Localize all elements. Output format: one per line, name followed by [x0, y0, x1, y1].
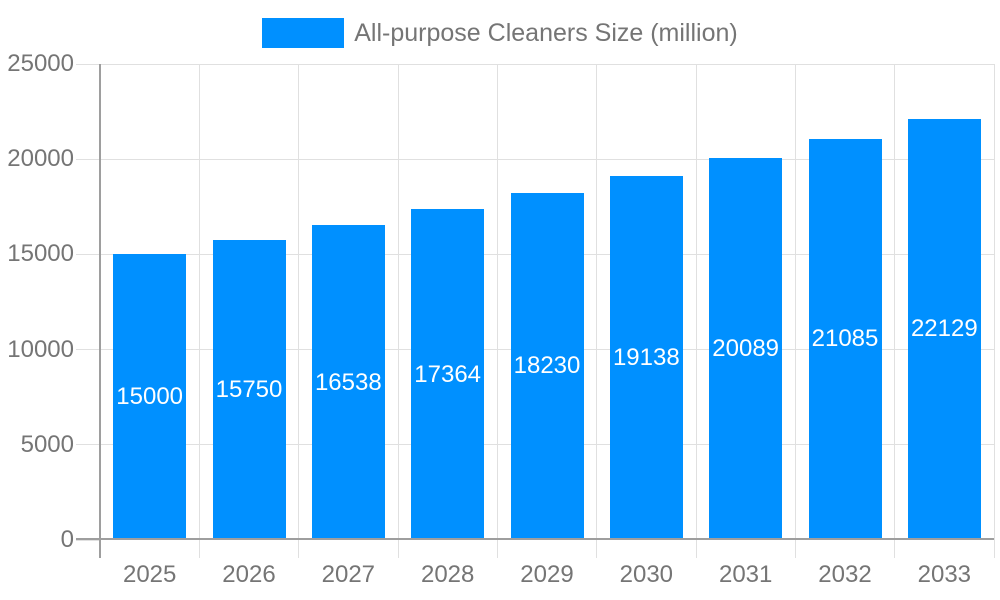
x-tick-label: 2033: [917, 561, 972, 588]
y-tick: [76, 539, 100, 541]
x-tick-label: 2027: [321, 561, 376, 588]
bar-value-label: 19138: [612, 343, 680, 371]
x-grid-line: [695, 64, 697, 540]
bar-2033[interactable]: 22129: [907, 118, 981, 540]
x-grid-line: [496, 64, 498, 540]
x-tick: [596, 540, 598, 558]
bar-value-label: 17364: [414, 360, 482, 388]
bar-2026[interactable]: 15750: [212, 240, 286, 540]
y-grid-line: [100, 158, 994, 160]
bar-2031[interactable]: 20089: [709, 157, 783, 540]
bar-value-label: 20089: [712, 334, 780, 362]
bar-value-label: 18230: [513, 352, 581, 380]
bar-2032[interactable]: 21085: [808, 138, 882, 540]
y-tick-label: 0: [60, 526, 74, 553]
x-tick: [496, 540, 498, 558]
x-grid-line: [397, 64, 399, 540]
y-tick-label: 25000: [7, 50, 74, 77]
x-tick-label: 2029: [520, 561, 574, 588]
y-tick-label: 20000: [7, 145, 74, 173]
y-grid-line: [100, 63, 994, 65]
bar-2025[interactable]: 15000: [113, 254, 187, 540]
x-tick: [794, 540, 796, 558]
x-tick-label: 2030: [619, 561, 674, 588]
bar-2027[interactable]: 16538: [311, 225, 385, 540]
chart-legend[interactable]: All-purpose Cleaners Size (million): [0, 18, 1000, 48]
x-tick: [993, 540, 995, 558]
y-tick: [76, 63, 100, 65]
legend-color-swatch: [262, 18, 345, 48]
x-tick: [695, 540, 697, 558]
legend-label: All-purpose Cleaners Size (million): [354, 18, 738, 47]
x-tick-label: 2026: [222, 561, 276, 588]
x-tick-label: 2032: [818, 561, 872, 588]
y-tick-label: 5000: [20, 430, 74, 458]
y-tick: [76, 253, 100, 255]
bar-value-label: 15750: [215, 376, 283, 404]
bar-value-label: 21085: [811, 325, 879, 353]
y-tick-label: 10000: [7, 335, 74, 363]
y-tick: [76, 158, 100, 160]
x-grid-line: [894, 64, 896, 540]
bar-value-label: 22129: [910, 315, 978, 343]
x-grid-line: [198, 64, 200, 540]
bar-2030[interactable]: 19138: [609, 175, 683, 540]
x-tick: [198, 540, 200, 558]
y-axis-line: [99, 64, 101, 558]
x-grid-line: [596, 64, 598, 540]
x-tick-label: 2028: [420, 561, 475, 588]
y-tick-label: 15000: [7, 240, 74, 268]
x-grid-line: [298, 64, 300, 540]
x-axis-line: [76, 538, 994, 540]
bar-2029[interactable]: 18230: [510, 192, 584, 540]
bar-2028[interactable]: 17364: [411, 209, 485, 540]
x-tick: [397, 540, 399, 558]
x-tick-label: 2025: [122, 561, 177, 588]
bar-value-label: 15000: [116, 383, 184, 411]
x-tick: [894, 540, 896, 558]
bar-value-label: 16538: [314, 368, 382, 396]
x-tick: [298, 540, 300, 558]
x-tick-label: 2031: [718, 561, 773, 588]
x-grid-line: [794, 64, 796, 540]
x-grid-line: [993, 64, 995, 540]
y-tick: [76, 349, 100, 351]
y-tick: [76, 444, 100, 446]
